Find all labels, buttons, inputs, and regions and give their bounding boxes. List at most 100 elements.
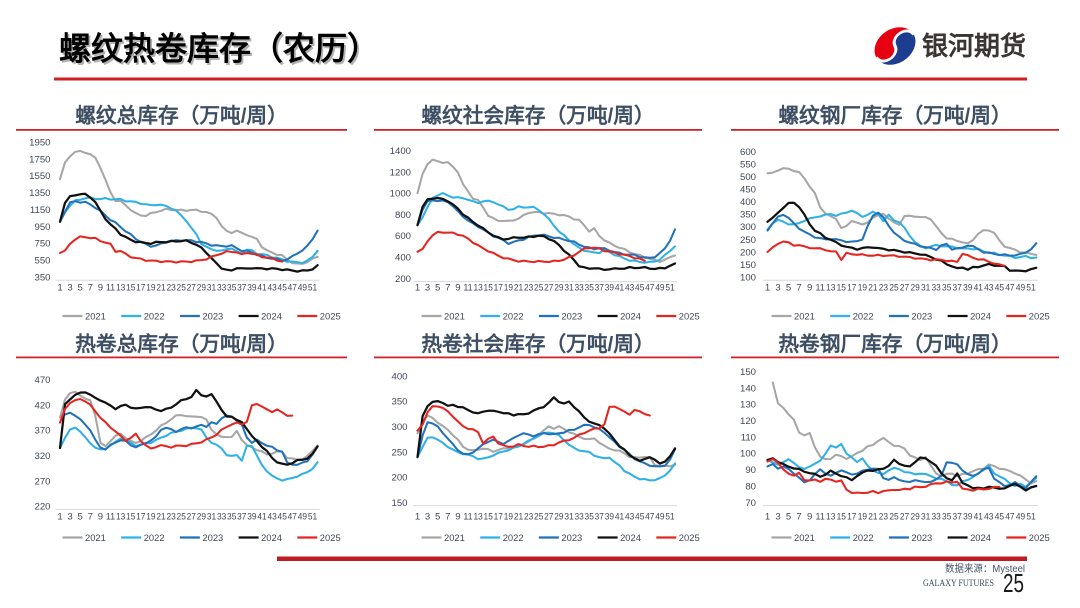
svg-text:1150: 1150 (30, 205, 51, 216)
svg-text:2022: 2022 (144, 311, 165, 322)
svg-text:39: 39 (247, 283, 256, 294)
svg-text:39: 39 (963, 512, 972, 523)
svg-text:39: 39 (605, 283, 614, 294)
svg-text:350: 350 (391, 397, 407, 408)
svg-text:21: 21 (156, 512, 165, 523)
svg-text:550: 550 (34, 256, 50, 267)
svg-text:31: 31 (564, 512, 573, 523)
svg-text:热卷钢厂库存（万吨/周）: 热卷钢厂库存（万吨/周） (778, 332, 1011, 356)
svg-text:250: 250 (740, 235, 756, 246)
svg-text:350: 350 (34, 272, 50, 283)
svg-text:200: 200 (391, 473, 407, 484)
svg-text:37: 37 (595, 283, 604, 294)
svg-text:1550: 1550 (29, 171, 50, 182)
svg-text:13: 13 (473, 512, 482, 523)
svg-text:2024: 2024 (970, 311, 991, 322)
svg-text:31: 31 (207, 283, 216, 294)
svg-text:23: 23 (879, 512, 888, 523)
svg-text:45: 45 (635, 283, 644, 294)
svg-text:350: 350 (740, 210, 756, 221)
svg-text:39: 39 (247, 512, 256, 523)
svg-text:2021: 2021 (85, 311, 106, 322)
svg-text:2025: 2025 (320, 532, 341, 543)
svg-text:2021: 2021 (794, 532, 815, 543)
svg-text:90: 90 (745, 465, 756, 476)
svg-text:7: 7 (88, 283, 93, 294)
svg-text:51: 51 (308, 512, 317, 523)
svg-text:110: 110 (741, 432, 756, 443)
svg-text:3: 3 (425, 512, 430, 523)
svg-text:螺纹钢厂库存（万吨/周）: 螺纹钢厂库存（万吨/周） (778, 104, 1011, 128)
svg-text:31: 31 (207, 512, 216, 523)
svg-text:2021: 2021 (85, 532, 106, 543)
svg-text:51: 51 (1026, 512, 1035, 523)
svg-text:49: 49 (655, 512, 664, 523)
svg-text:70: 70 (745, 498, 756, 509)
svg-text:220: 220 (34, 502, 50, 513)
svg-text:2025: 2025 (320, 311, 341, 322)
svg-text:螺纹社会库存（万吨/周）: 螺纹社会库存（万吨/周） (421, 104, 654, 128)
svg-text:37: 37 (237, 283, 246, 294)
svg-text:1: 1 (765, 283, 770, 294)
svg-text:370: 370 (34, 426, 50, 437)
svg-text:300: 300 (740, 222, 756, 233)
svg-text:29: 29 (197, 283, 206, 294)
svg-text:15: 15 (126, 283, 135, 294)
svg-text:47: 47 (1005, 283, 1014, 294)
svg-text:17: 17 (136, 512, 145, 523)
svg-text:2022: 2022 (144, 532, 165, 543)
svg-text:470: 470 (34, 375, 50, 386)
svg-text:2024: 2024 (261, 311, 282, 322)
svg-text:35: 35 (585, 512, 594, 523)
svg-text:31: 31 (921, 512, 930, 523)
svg-text:35: 35 (942, 283, 951, 294)
svg-text:螺纹总库存（万吨/周）: 螺纹总库存（万吨/周） (75, 104, 288, 128)
svg-text:41: 41 (974, 283, 983, 294)
svg-text:400: 400 (391, 371, 407, 382)
svg-text:2023: 2023 (911, 311, 932, 322)
svg-text:2023: 2023 (561, 532, 582, 543)
svg-text:15: 15 (484, 283, 493, 294)
svg-text:9: 9 (807, 283, 812, 294)
svg-text:150: 150 (740, 367, 756, 378)
svg-text:11: 11 (463, 512, 472, 523)
svg-text:11: 11 (463, 283, 472, 294)
svg-text:23: 23 (166, 283, 175, 294)
svg-text:29: 29 (197, 512, 206, 523)
svg-text:2025: 2025 (679, 311, 700, 322)
svg-text:1750: 1750 (29, 154, 50, 165)
svg-text:3: 3 (775, 283, 780, 294)
svg-text:47: 47 (645, 512, 654, 523)
svg-text:47: 47 (645, 283, 654, 294)
svg-text:2025: 2025 (1029, 532, 1050, 543)
svg-text:3: 3 (775, 512, 780, 523)
svg-text:29: 29 (910, 512, 919, 523)
svg-text:450: 450 (740, 185, 756, 196)
svg-text:17: 17 (494, 512, 503, 523)
svg-text:1: 1 (765, 512, 770, 523)
svg-text:150: 150 (740, 260, 756, 271)
svg-text:120: 120 (740, 416, 756, 427)
svg-text:35: 35 (942, 512, 951, 523)
svg-text:100: 100 (740, 273, 756, 284)
svg-text:300: 300 (391, 422, 407, 433)
svg-text:25: 25 (177, 283, 186, 294)
svg-text:49: 49 (1016, 283, 1025, 294)
svg-text:热卷总库存（万吨/周）: 热卷总库存（万吨/周） (75, 332, 288, 356)
svg-text:13: 13 (826, 512, 835, 523)
svg-text:7: 7 (445, 283, 450, 294)
svg-text:2023: 2023 (911, 532, 932, 543)
svg-text:1: 1 (57, 512, 62, 523)
svg-text:43: 43 (267, 512, 276, 523)
svg-text:41: 41 (257, 512, 266, 523)
svg-text:33: 33 (574, 283, 583, 294)
svg-text:17: 17 (136, 283, 145, 294)
svg-text:420: 420 (34, 400, 50, 411)
svg-text:21: 21 (868, 512, 877, 523)
svg-text:1000: 1000 (390, 189, 411, 200)
svg-text:37: 37 (595, 512, 604, 523)
svg-text:39: 39 (605, 512, 614, 523)
svg-text:200: 200 (740, 247, 756, 258)
svg-text:33: 33 (931, 512, 940, 523)
svg-text:19: 19 (504, 512, 513, 523)
